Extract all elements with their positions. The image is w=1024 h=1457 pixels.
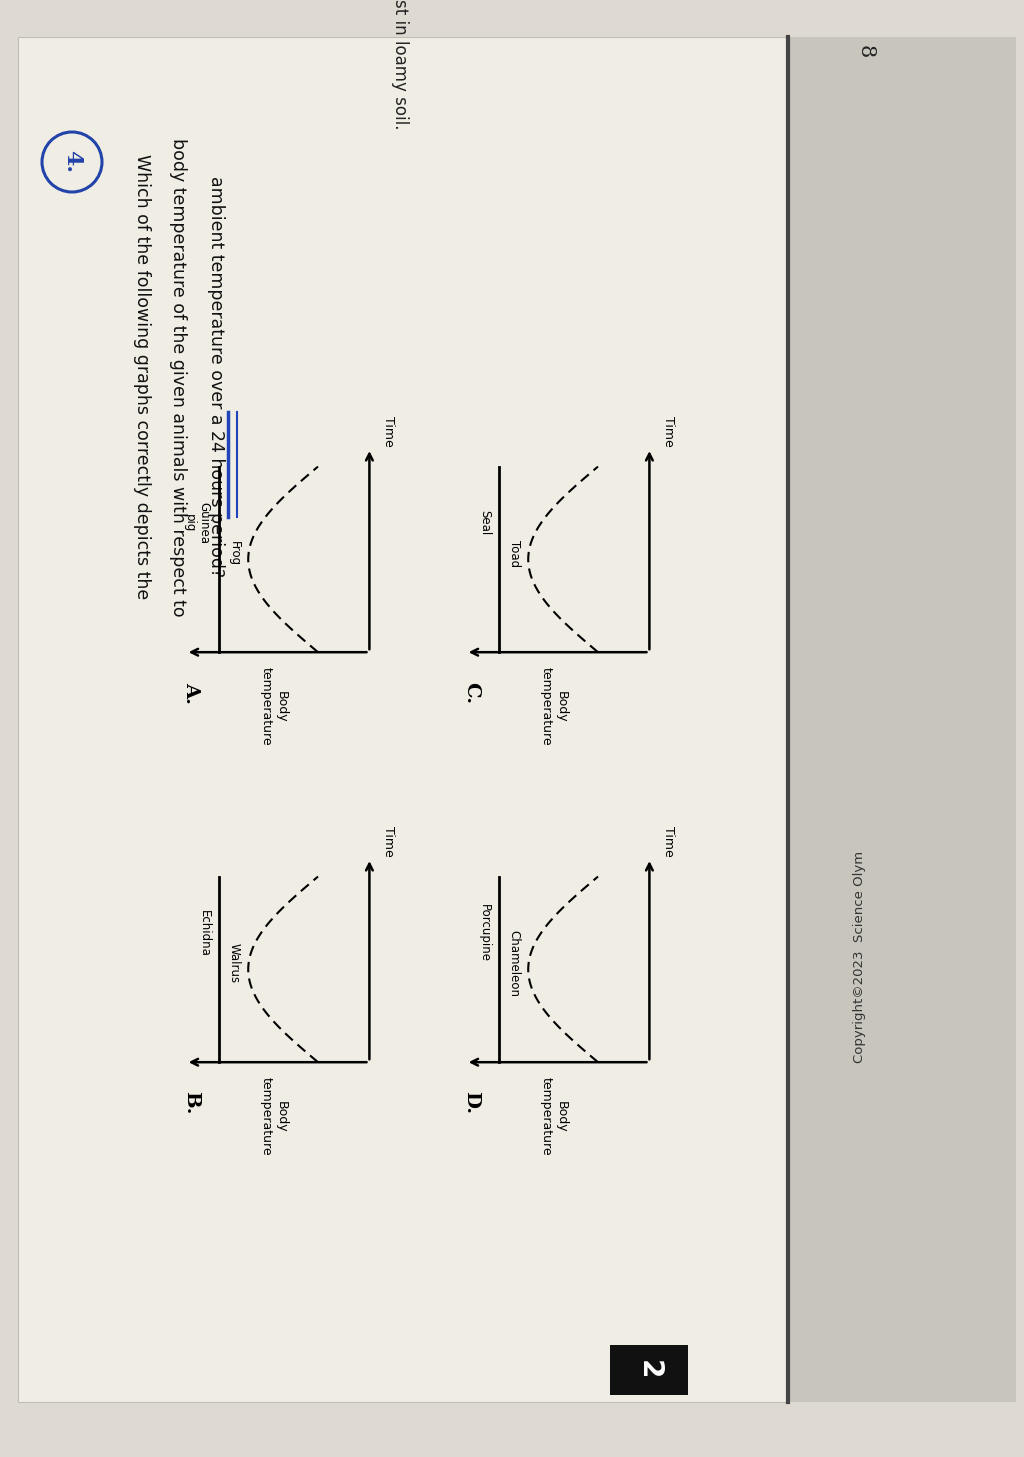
Text: Walrus: Walrus bbox=[227, 944, 241, 983]
Text: Which of the following graphs correctly depicts the: Which of the following graphs correctly … bbox=[133, 154, 151, 600]
Text: D.: D. bbox=[462, 1091, 480, 1115]
Text: A.: A. bbox=[182, 682, 201, 704]
Text: 2: 2 bbox=[635, 1361, 663, 1380]
Text: body temperature of the given animals with respect to: body temperature of the given animals wi… bbox=[169, 138, 187, 616]
Text: 4.: 4. bbox=[61, 150, 83, 173]
Bar bbox=[788, 36, 1016, 1402]
Text: Toad: Toad bbox=[508, 541, 520, 567]
Text: B.: B. bbox=[182, 1091, 201, 1115]
Bar bbox=[18, 36, 788, 1402]
Text: Guinea
pig: Guinea pig bbox=[183, 503, 211, 543]
Text: Time: Time bbox=[662, 415, 675, 447]
Text: Time: Time bbox=[382, 415, 395, 447]
Text: Body
temperature: Body temperature bbox=[260, 1077, 288, 1155]
Text: 8: 8 bbox=[855, 45, 874, 58]
Text: Body
temperature: Body temperature bbox=[540, 1077, 568, 1155]
Text: Frog: Frog bbox=[227, 541, 241, 567]
Text: Body
temperature: Body temperature bbox=[540, 667, 568, 746]
Text: Echidna: Echidna bbox=[198, 909, 211, 956]
Text: Porcupine: Porcupine bbox=[478, 903, 490, 962]
Text: Seal: Seal bbox=[478, 510, 490, 536]
Text: Body
temperature: Body temperature bbox=[260, 667, 288, 746]
Text: and lowest in loamy soil.: and lowest in loamy soil. bbox=[391, 0, 409, 130]
Text: Time: Time bbox=[382, 826, 395, 857]
Text: C.: C. bbox=[462, 682, 480, 704]
Text: ambient temperature over a 24 hours period?: ambient temperature over a 24 hours peri… bbox=[207, 176, 225, 577]
Text: Time: Time bbox=[662, 826, 675, 857]
Text: Copyright©2023  Science Olym: Copyright©2023 Science Olym bbox=[853, 851, 866, 1064]
Text: Chameleon: Chameleon bbox=[508, 930, 520, 997]
Bar bbox=[610, 1345, 688, 1394]
